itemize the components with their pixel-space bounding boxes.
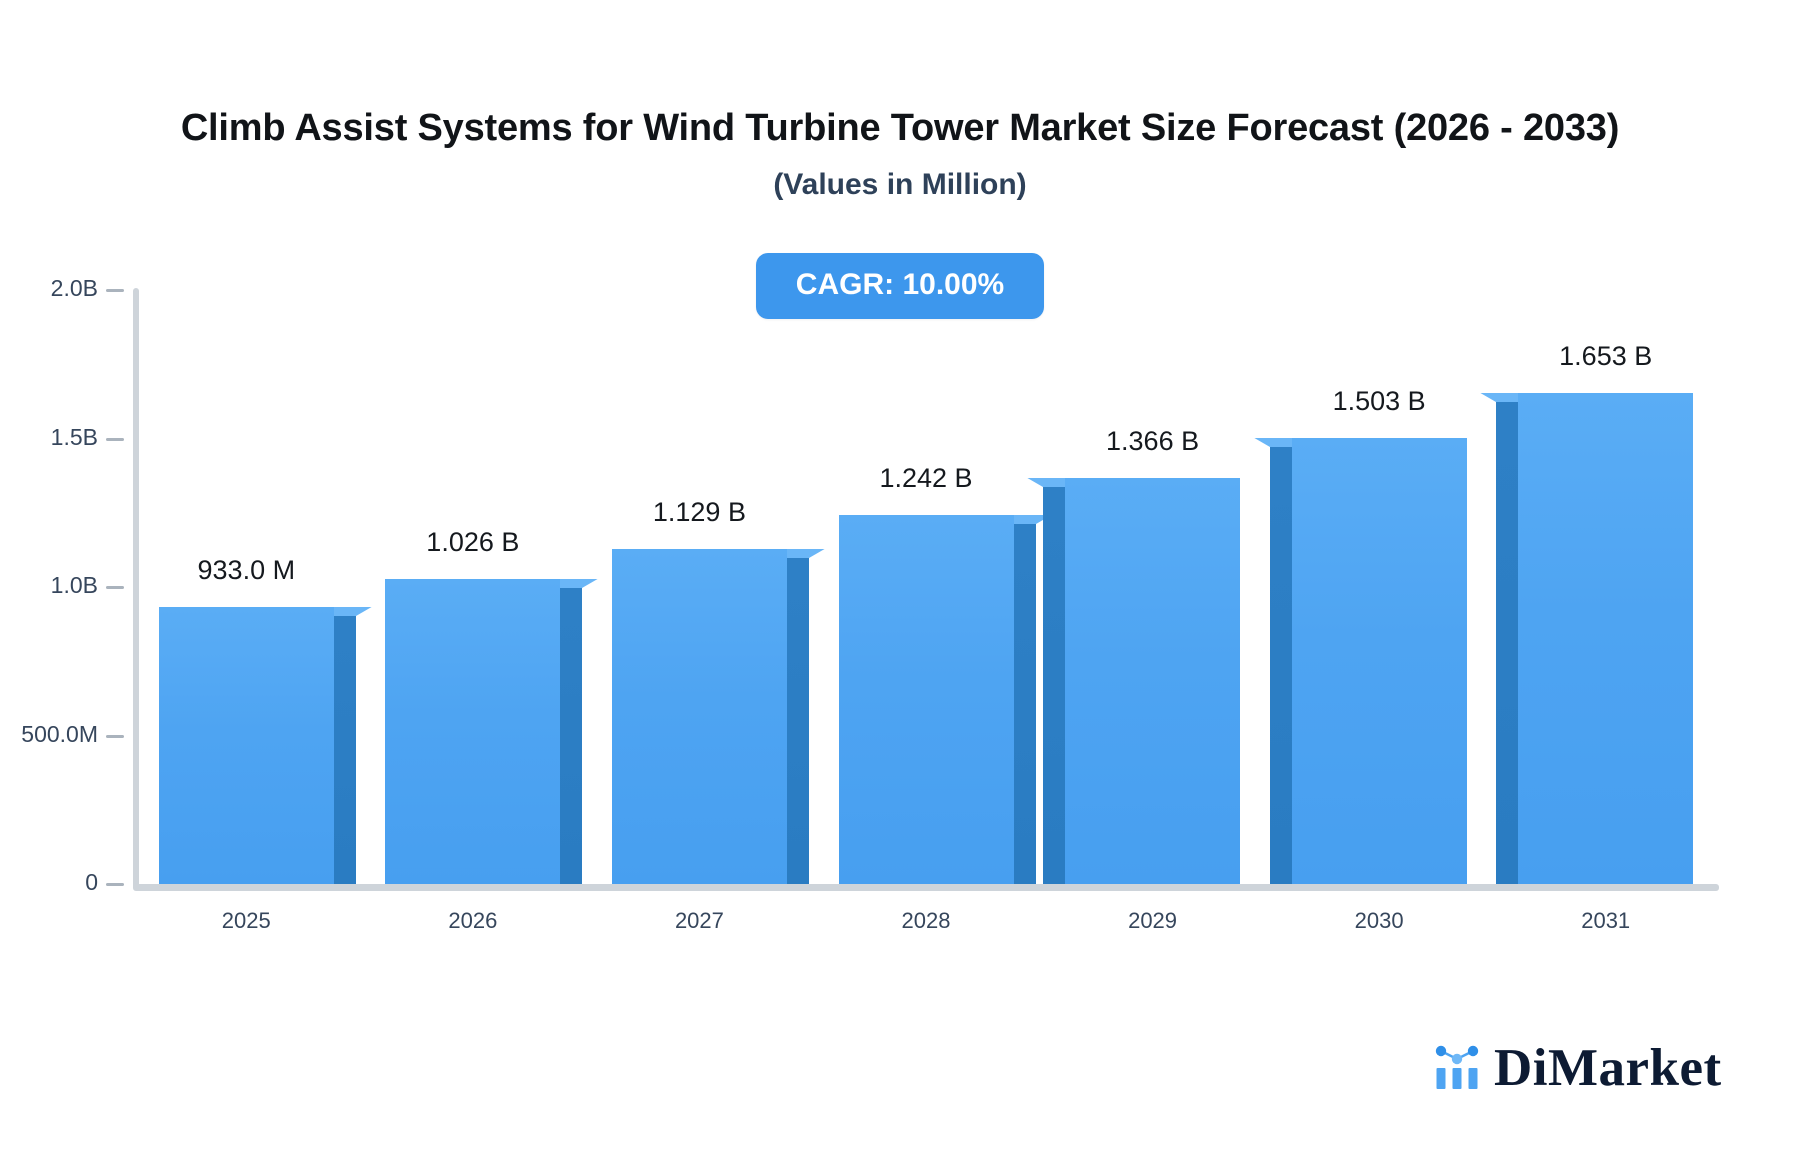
bar-value-label: 1.366 B: [1106, 426, 1200, 457]
bar-2028[interactable]: [838, 515, 1052, 884]
dimarket-logo: DiMarket: [1434, 1042, 1722, 1095]
x-axis-label-2025: 2025: [221, 908, 271, 933]
bar-side-face: [333, 615, 356, 884]
x-axis-label-2030: 2030: [1354, 908, 1404, 933]
x-axis-label-2029: 2029: [1128, 908, 1178, 933]
x-axis-label-2027: 2027: [674, 908, 724, 933]
bar-front-face: [1065, 478, 1241, 884]
bar-side-face: [1496, 402, 1519, 884]
y-axis-tick-mark: [106, 883, 124, 886]
x-axis-label-2031: 2031: [1581, 908, 1631, 933]
bar-2027[interactable]: [611, 548, 825, 884]
bar-side-face: [786, 557, 809, 884]
y-axis-tick-label: 500.0M: [21, 720, 98, 747]
bar-side-face: [560, 588, 583, 884]
bar-2030[interactable]: [1254, 437, 1467, 884]
bar-2025[interactable]: [158, 606, 372, 884]
y-axis-tick-mark: [106, 437, 124, 441]
bar-side-face: [1013, 524, 1036, 884]
bar-side-face: [1043, 487, 1066, 884]
y-axis-tick-label: 1.5B: [50, 423, 98, 450]
bar-value-label: 1.129 B: [652, 496, 746, 527]
bar-side-face: [1269, 446, 1292, 884]
bar-value-label: 933.0 M: [197, 554, 296, 585]
chart-subtitle: (Values in Million): [773, 167, 1027, 201]
bar-front-face: [1518, 393, 1694, 884]
bar-front-face: [611, 548, 787, 884]
y-axis-tick-mark: [106, 289, 124, 292]
bar-value-label: 1.653 B: [1559, 341, 1653, 372]
logo-text: DiMarket: [1494, 1039, 1722, 1097]
x-axis-label-2028: 2028: [901, 908, 951, 933]
y-axis-tick-mark: [106, 734, 124, 738]
bar-2029[interactable]: [1027, 478, 1241, 884]
y-axis-tick-mark: [106, 586, 124, 589]
cagr-badge-container: CAGR: 10.00%: [0, 253, 1800, 319]
bar-value-label: 1.242 B: [879, 463, 973, 494]
bars-layer: 933.0 M 1.026 B 1.129 B 1.242 B 1.366 B 1.503…: [133, 0, 1719, 1156]
y-axis-tick-label: 0: [85, 869, 98, 895]
chart-title: Climb Assist Systems for Wind Turbine To…: [180, 107, 1620, 149]
bar-2031[interactable]: [1480, 393, 1694, 884]
bar-chart-icon: [1434, 1042, 1480, 1095]
bar-front-face: [385, 579, 561, 884]
bar-front-face: [838, 515, 1014, 884]
bar-value-label: 1.503 B: [1332, 385, 1426, 416]
chart-header: Climb Assist Systems for Wind Turbine To…: [0, 0, 1800, 201]
cagr-badge[interactable]: CAGR: 10.00%: [755, 253, 1045, 319]
y-axis-tick-label: 1.0B: [50, 572, 98, 598]
y-axis-line: [133, 288, 139, 890]
x-axis-label-2026: 2026: [448, 908, 498, 933]
y-axis-tick-label: 2.0B: [50, 275, 98, 301]
bar-value-label: 1.026 B: [426, 527, 520, 558]
bar-2026[interactable]: [385, 579, 598, 884]
bar-front-face: [1291, 437, 1467, 884]
x-axis-line: [133, 884, 1719, 891]
bar-front-face: [158, 606, 334, 884]
